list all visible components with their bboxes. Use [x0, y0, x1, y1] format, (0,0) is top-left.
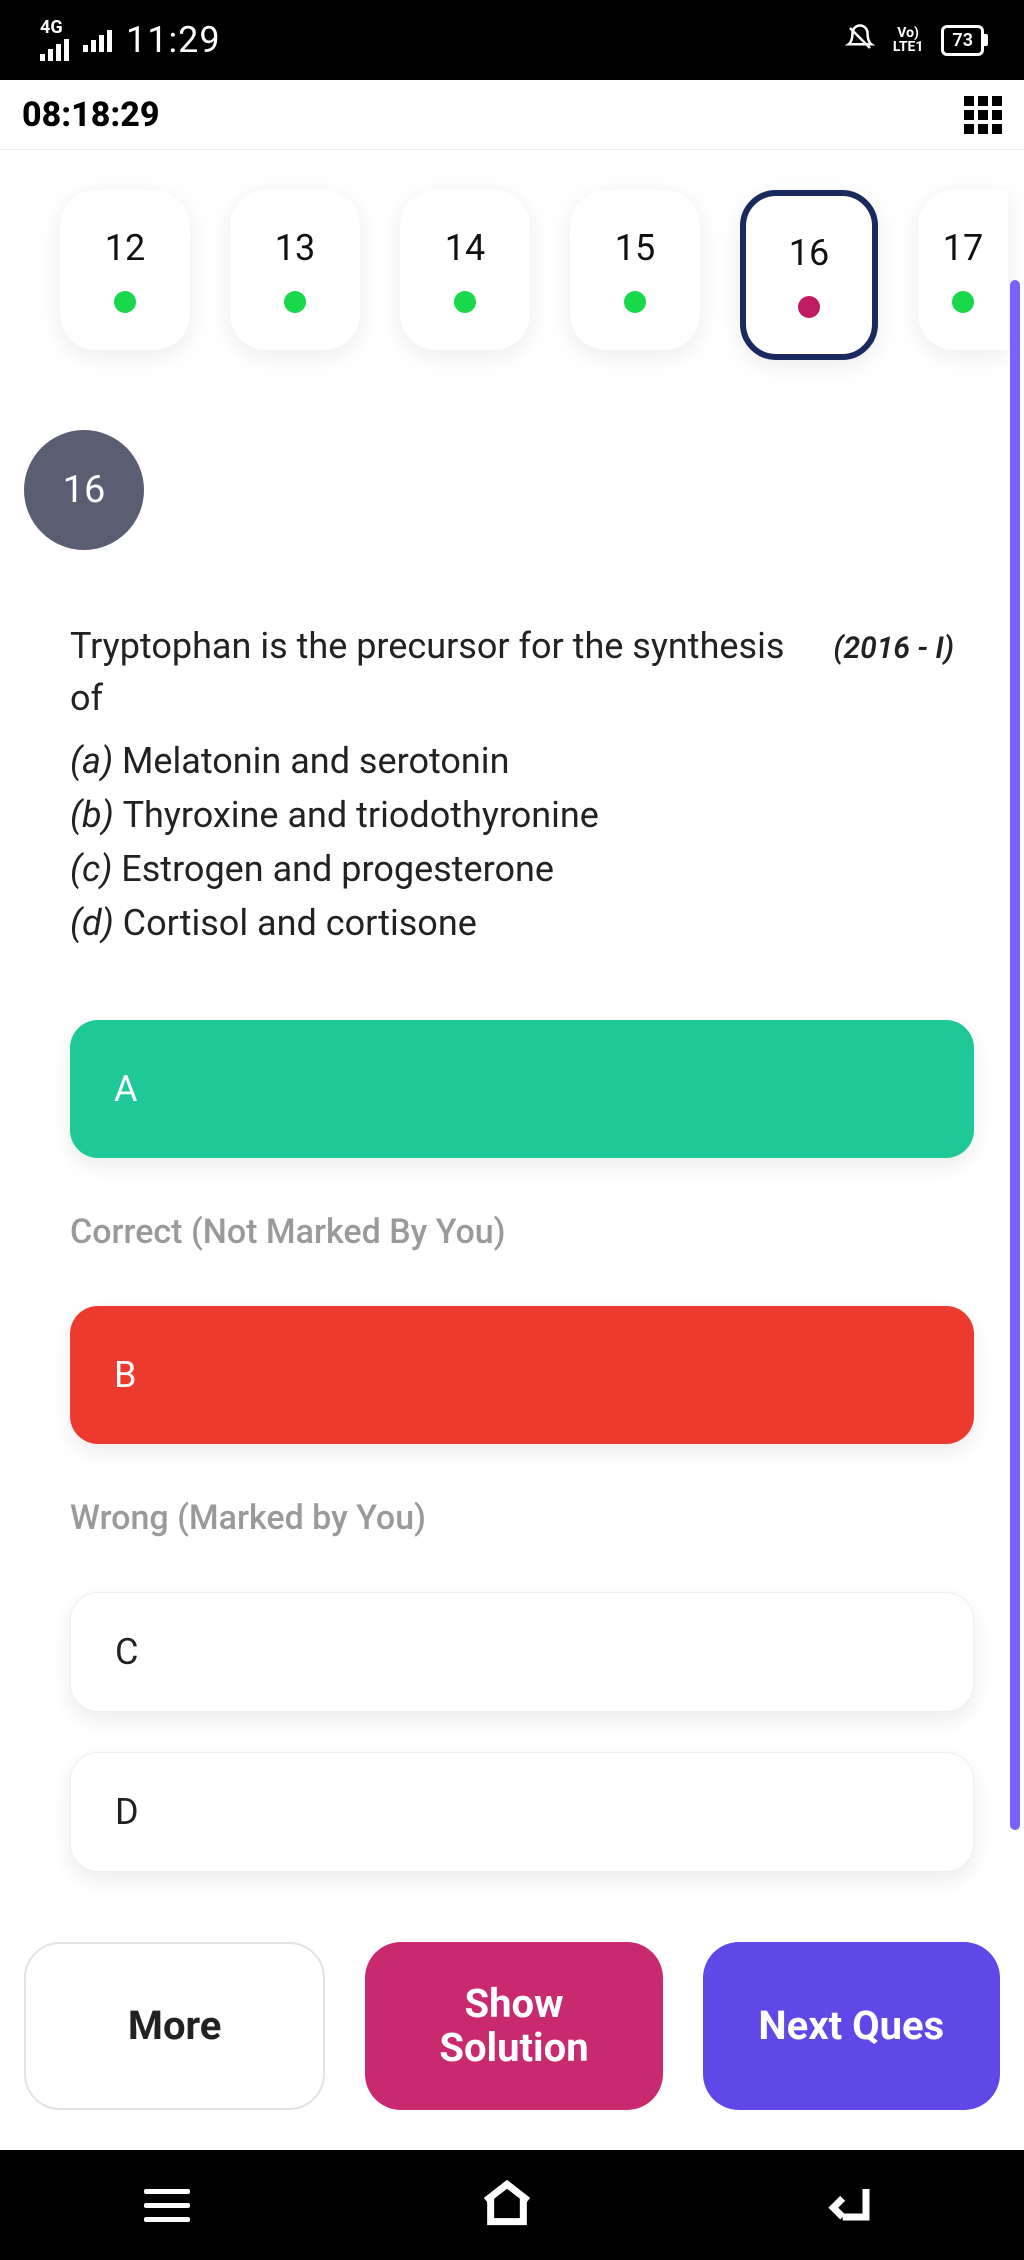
pill-number: 16: [789, 232, 829, 274]
status-right: Vo) LTE1 73: [845, 23, 984, 57]
next-label: Next Ques: [758, 2004, 944, 2048]
screen: 4G 11:29 Vo) LTE1 73 08:18:29: [0, 0, 1024, 2260]
network-label: 4G: [40, 19, 63, 37]
question-options: (a) Melatonin and serotonin(b) Thyroxine…: [70, 734, 954, 950]
answer-status-b: Wrong (Marked by You): [70, 1498, 974, 1538]
pill-status-dot: [952, 291, 974, 313]
pill-status-dot: [454, 291, 476, 313]
volte-bottom: LTE1: [893, 40, 924, 54]
question-option: (b) Thyroxine and triodothyronine: [70, 788, 954, 842]
pill-number: 17: [943, 227, 983, 269]
status-time: 11:29: [126, 19, 221, 61]
answer-option-d[interactable]: D: [70, 1752, 974, 1872]
volte-top: Vo): [893, 26, 924, 40]
question-pill-15[interactable]: 15: [570, 190, 700, 350]
pill-status-dot: [114, 291, 136, 313]
option-label: (a): [70, 740, 122, 782]
question-stem: Tryptophan is the precursor for the synt…: [70, 620, 813, 724]
show-label-1: Show: [465, 1982, 564, 2026]
answer-letter: A: [114, 1068, 137, 1110]
pill-number: 12: [105, 227, 145, 269]
question-stem-row: Tryptophan is the precursor for the synt…: [70, 620, 954, 724]
question-option: (c) Estrogen and progesterone: [70, 842, 954, 896]
answer-letter: D: [115, 1791, 139, 1833]
question-number-badge: 16: [24, 430, 144, 550]
signal-bars-icon-2: [83, 28, 112, 52]
question-year: (2016 - I): [833, 631, 954, 666]
next-question-button[interactable]: Next Ques: [703, 1942, 1000, 2110]
scroll-indicator[interactable]: [1010, 280, 1020, 1830]
action-row: More Show Solution Next Ques: [0, 1912, 1024, 2150]
answer-letter: B: [114, 1354, 136, 1396]
option-label: (b): [70, 794, 123, 836]
option-text: Cortisol and cortisone: [123, 902, 477, 944]
answer-status-a: Correct (Not Marked By You): [70, 1212, 974, 1252]
question-option: (d) Cortisol and cortisone: [70, 896, 954, 950]
question-pill-17[interactable]: 17: [918, 190, 1008, 350]
status-bar: 4G 11:29 Vo) LTE1 73: [0, 0, 1024, 80]
countdown-timer: 08:18:29: [22, 95, 159, 135]
question-pill-14[interactable]: 14: [400, 190, 530, 350]
option-text: Melatonin and serotonin: [122, 740, 509, 782]
question-nav-strip[interactable]: 12 13 14 15 16 17: [0, 150, 1024, 400]
pill-number: 13: [275, 227, 315, 269]
content-area: 12 13 14 15 16 17 16 Tryptophan is the precur…: [0, 150, 1024, 1912]
timer-header: 08:18:29: [0, 80, 1024, 150]
network-indicator: 4G: [40, 19, 69, 61]
more-button[interactable]: More: [24, 1942, 325, 2110]
answer-option-a[interactable]: A: [70, 1020, 974, 1158]
show-solution-button[interactable]: Show Solution: [365, 1942, 662, 2110]
pill-number: 15: [615, 227, 655, 269]
pill-number: 14: [445, 227, 485, 269]
option-text: Estrogen and progesterone: [121, 848, 554, 890]
option-label: (d): [70, 902, 123, 944]
question-pill-13[interactable]: 13: [230, 190, 360, 350]
volte-indicator: Vo) LTE1: [893, 26, 924, 54]
grid-menu-icon[interactable]: [964, 96, 1002, 134]
question-pill-16[interactable]: 16: [740, 190, 878, 360]
home-icon[interactable]: [479, 2175, 535, 2235]
answer-option-c[interactable]: C: [70, 1592, 974, 1712]
more-label: More: [128, 2004, 221, 2048]
recent-apps-icon[interactable]: [144, 2189, 190, 2222]
answer-option-b[interactable]: B: [70, 1306, 974, 1444]
pill-status-dot: [284, 291, 306, 313]
pill-status-dot: [798, 296, 820, 318]
pill-status-dot: [624, 291, 646, 313]
option-text: Thyroxine and triodothyronine: [123, 794, 599, 836]
signal-bars-icon: [40, 37, 69, 61]
mute-bell-icon: [845, 23, 875, 57]
system-nav-bar: [0, 2150, 1024, 2260]
question-pill-12[interactable]: 12: [60, 190, 190, 350]
option-label: (c): [70, 848, 121, 890]
status-left: 4G 11:29: [40, 19, 221, 61]
back-icon[interactable]: [824, 2175, 880, 2235]
answer-cards: A Correct (Not Marked By You) B Wrong (M…: [0, 980, 1024, 1912]
battery-indicator: 73: [941, 25, 984, 56]
question-block: Tryptophan is the precursor for the synt…: [0, 550, 1024, 980]
question-option: (a) Melatonin and serotonin: [70, 734, 954, 788]
show-label-2: Solution: [439, 2026, 588, 2070]
answer-letter: C: [115, 1631, 138, 1673]
